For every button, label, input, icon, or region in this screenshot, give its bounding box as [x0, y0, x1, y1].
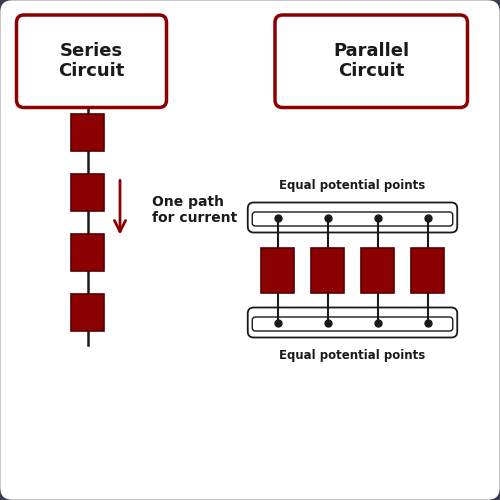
Bar: [361, 248, 394, 292]
Bar: [72, 294, 104, 331]
Text: Parallel
Circuit: Parallel Circuit: [333, 42, 409, 80]
Text: Equal potential points: Equal potential points: [280, 348, 426, 362]
Bar: [72, 234, 104, 271]
Bar: [72, 114, 104, 151]
FancyBboxPatch shape: [275, 15, 468, 108]
FancyBboxPatch shape: [248, 202, 457, 232]
Text: Series
Circuit: Series Circuit: [58, 42, 124, 80]
Bar: [72, 174, 104, 211]
Bar: [411, 248, 444, 292]
Bar: [262, 248, 294, 292]
FancyBboxPatch shape: [252, 317, 453, 331]
Text: One path
for current: One path for current: [152, 195, 238, 225]
Text: Equal potential points: Equal potential points: [280, 178, 426, 192]
FancyBboxPatch shape: [248, 308, 457, 338]
FancyBboxPatch shape: [252, 212, 453, 226]
FancyBboxPatch shape: [16, 15, 167, 108]
Bar: [311, 248, 344, 292]
